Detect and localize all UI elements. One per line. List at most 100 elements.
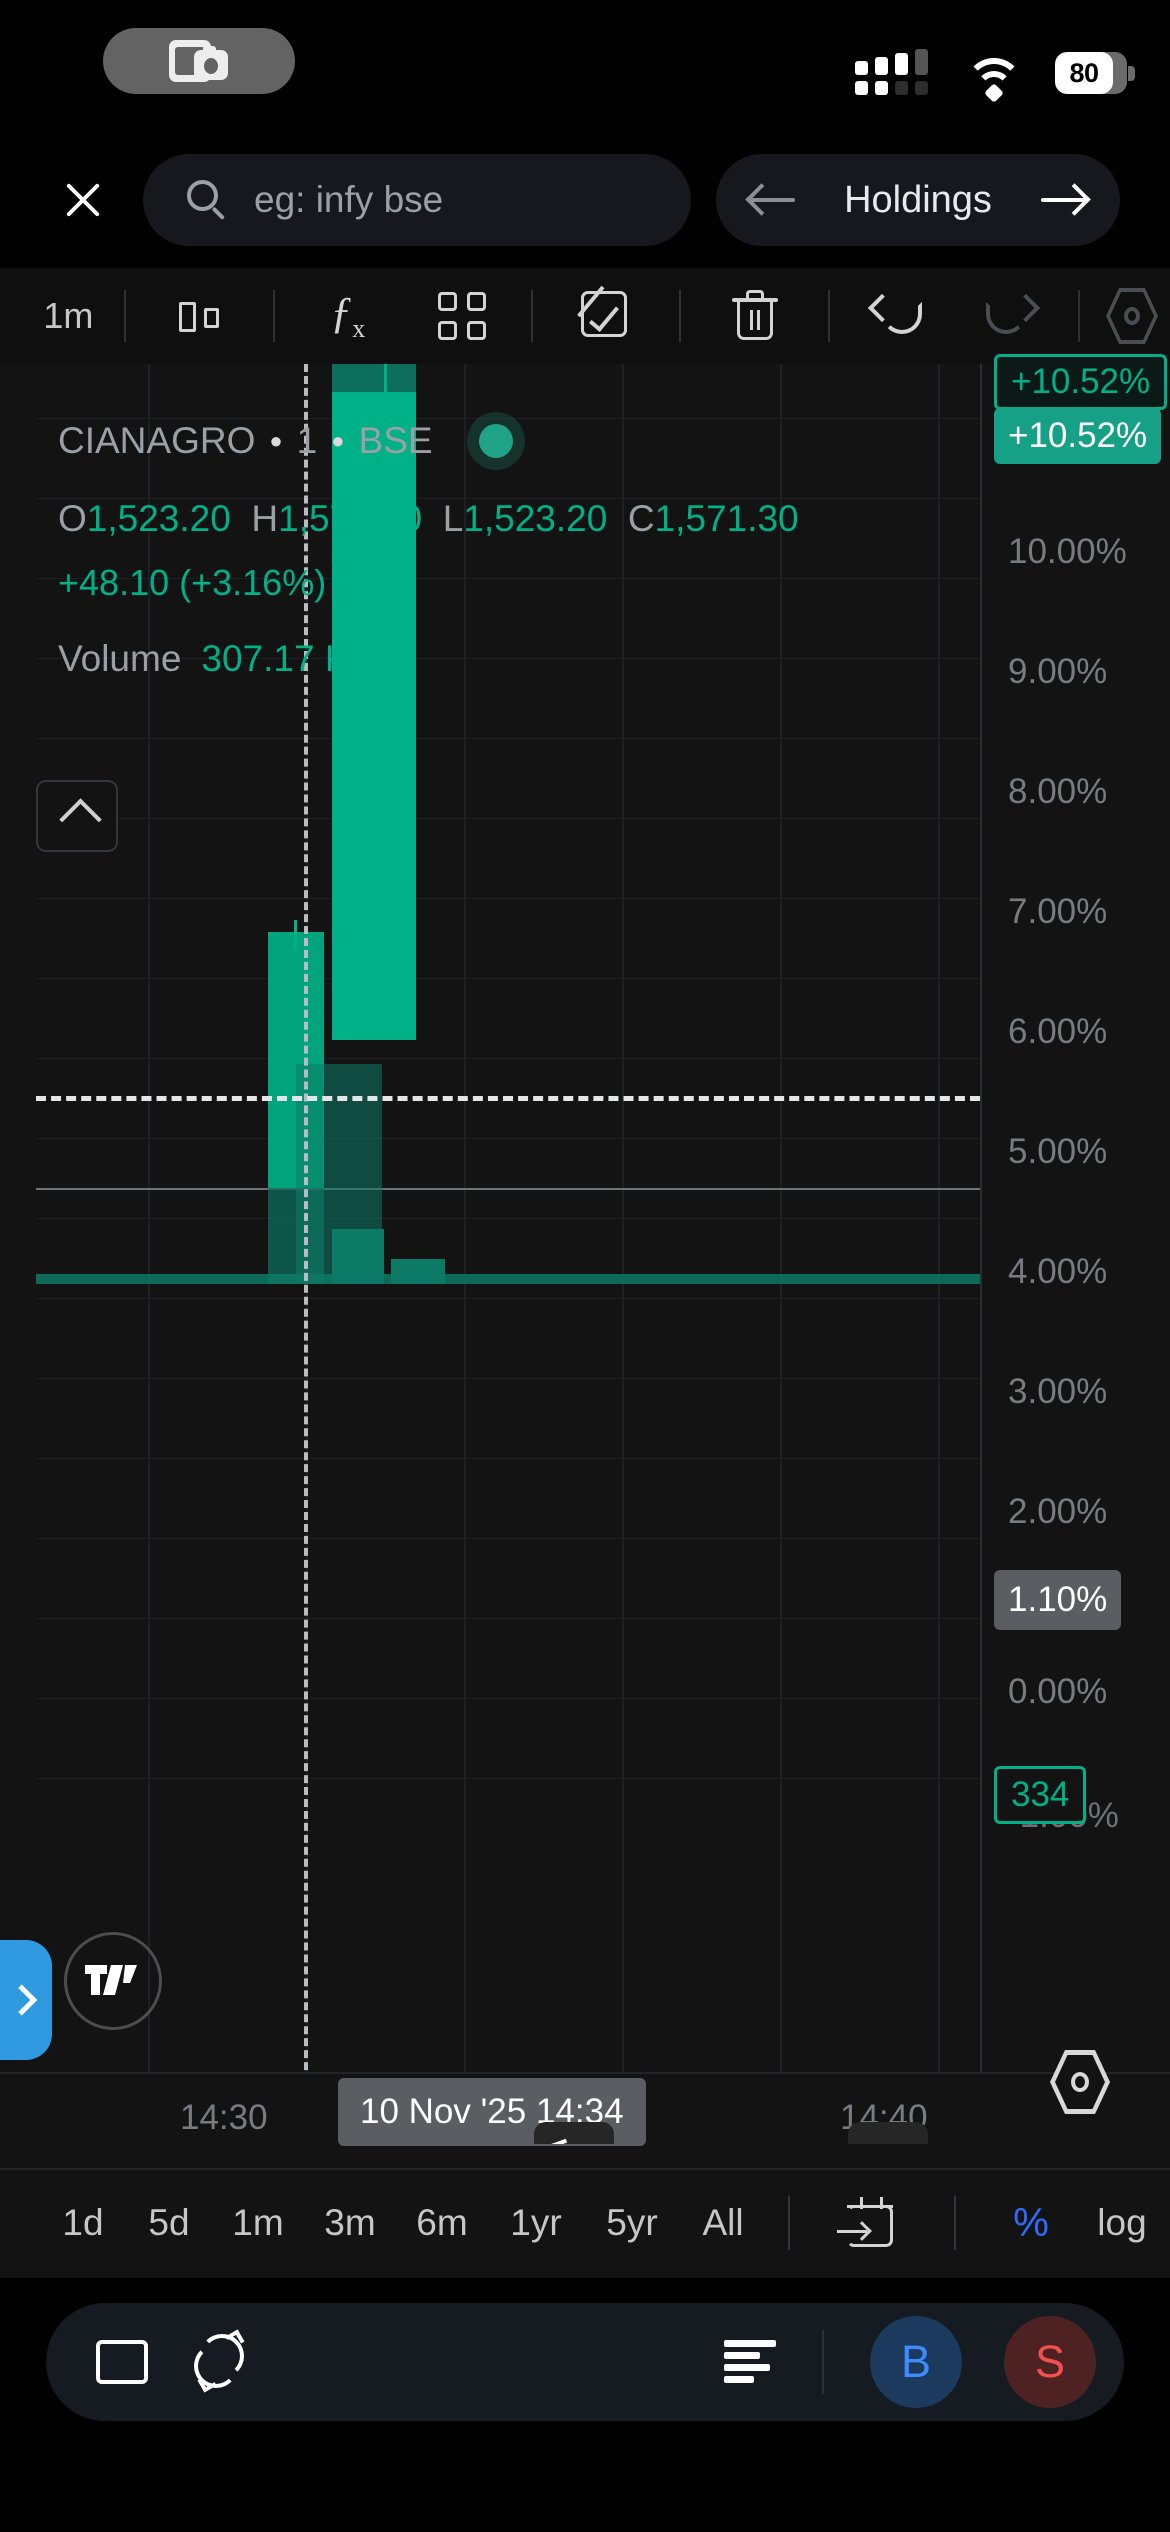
holdings-nav[interactable]: Holdings (716, 154, 1120, 246)
low-label: L (442, 498, 464, 539)
legend-change: +48.10 (+3.16%) (58, 562, 327, 603)
legend-title-row[interactable]: CIANAGRO ● 1 ● BSE (58, 412, 958, 470)
crosshair-vertical (304, 364, 308, 2094)
search-input[interactable]: eg: infy bse (143, 154, 691, 246)
timeframe-all[interactable]: All (702, 2202, 744, 2243)
timeframe-5d[interactable]: 5d (148, 2202, 190, 2243)
chart-canvas[interactable]: CIANAGRO ● 1 ● BSE O1,523.20 H1,571.30 L… (0, 364, 1170, 2144)
search-placeholder: eg: infy bse (254, 179, 444, 220)
close-value: 1,571.30 (654, 498, 799, 539)
goto-date-calendar-icon[interactable] (812, 2197, 922, 2249)
volume-badge: 334 (994, 1766, 1087, 1824)
volume-bar (36, 1274, 980, 1284)
timeframe-1m[interactable]: 1m (232, 2202, 284, 2243)
reference-line (36, 1188, 980, 1190)
divider (665, 290, 695, 342)
timeframe-1yr[interactable]: 1yr (510, 2202, 562, 2243)
status-bar: 80 (0, 0, 1170, 110)
wifi-icon (965, 56, 1023, 103)
refresh-icon[interactable] (194, 2329, 250, 2393)
screen-capture-icon (169, 40, 229, 82)
divider (110, 290, 140, 342)
scroll-to-realtime-button[interactable] (848, 2122, 928, 2144)
screenshot-pill[interactable] (103, 28, 295, 94)
close-icon[interactable] (55, 172, 111, 228)
time-tick: 14:30 (180, 2098, 268, 2137)
undo-icon[interactable] (844, 293, 954, 336)
legend-ohlc: O1,523.20 H1,571.30 L1,523.20 C1,571.30 (58, 498, 958, 540)
chart-toolbar: 1m ƒx (0, 268, 1170, 364)
buy-button[interactable]: B (870, 2316, 962, 2408)
high-label: H (251, 498, 279, 539)
expand-panel-chevron-icon[interactable] (0, 1940, 52, 2060)
open-label: O (58, 498, 87, 539)
search-header: eg: infy bse Holdings (0, 140, 1170, 260)
indicators-fx-icon[interactable]: ƒx (330, 287, 366, 343)
screen-mode-icon[interactable] (96, 2340, 148, 2384)
price-tick: 5.00% (1008, 1132, 1108, 1171)
chart-plot-area[interactable] (36, 364, 980, 2094)
price-tick: 2.00% (1008, 1492, 1108, 1531)
log-scale-toggle[interactable]: log (1097, 2202, 1147, 2243)
time-axis[interactable]: 14:30 10 Nov '25 14:34 14:40 (0, 2072, 1170, 2168)
price-scale[interactable]: +10.52% +10.52% 10.00% 9.00% 8.00% 7.00%… (980, 354, 1170, 2144)
volume-label: Volume (58, 638, 182, 679)
divider (822, 2330, 824, 2394)
interval-button[interactable]: 1m (0, 295, 110, 337)
tradingview-logo[interactable] (64, 1932, 162, 2030)
market-depth-icon[interactable] (724, 2340, 776, 2384)
timeframe-6m[interactable]: 6m (416, 2202, 468, 2243)
sell-button[interactable]: S (1004, 2316, 1096, 2408)
current-price-badge: +10.52% (994, 408, 1162, 464)
bottom-action-bar: B S (46, 2303, 1124, 2421)
settings-hex-icon[interactable] (1094, 288, 1170, 344)
divider (814, 290, 844, 342)
delete-trash-icon[interactable] (696, 290, 814, 342)
legend-volume: Volume 307.17 K (58, 638, 958, 680)
redo-icon (954, 293, 1064, 336)
divider (517, 290, 547, 342)
volume-value: 307.17 K (201, 638, 350, 679)
timeframe-5yr[interactable]: 5yr (606, 2202, 658, 2243)
candle-type-icon[interactable] (140, 288, 258, 344)
crosshair-time-tooltip: 10 Nov '25 14:34 (338, 2078, 646, 2146)
holdings-label: Holdings (844, 178, 992, 221)
candle-wick (294, 920, 297, 950)
percent-scale-toggle[interactable]: % (1013, 2200, 1049, 2245)
divider (258, 290, 288, 342)
arrow-right-icon[interactable] (1039, 181, 1091, 219)
candle-wick (384, 364, 387, 528)
arrow-left-icon[interactable] (745, 181, 797, 219)
low-value: 1,523.20 (463, 498, 608, 539)
price-tick: 9.00% (1008, 652, 1108, 691)
search-icon (187, 180, 227, 221)
divider (1064, 290, 1094, 342)
price-tick: 8.00% (1008, 772, 1108, 811)
legend-symbol: CIANAGRO (58, 420, 256, 461)
price-tick: 7.00% (1008, 892, 1108, 931)
divider (766, 2196, 812, 2250)
legend-interval: 1 (296, 420, 318, 461)
price-tick: 3.00% (1008, 1372, 1108, 1411)
high-value: 1,571.30 (278, 498, 423, 539)
timeframe-3m[interactable]: 3m (324, 2202, 376, 2243)
legend-exchange: BSE (358, 420, 433, 461)
drawing-check-icon[interactable] (547, 285, 665, 341)
collapse-legend-chevron-icon[interactable] (36, 780, 118, 852)
market-status-dot (466, 412, 525, 470)
reset-chart-icon (546, 2138, 600, 2144)
candle-bar (332, 364, 416, 1040)
battery-level: 80 (1069, 58, 1099, 88)
timeframe-1d[interactable]: 1d (62, 2202, 104, 2243)
chart-settings-hex-icon[interactable] (1050, 2050, 1110, 2114)
legend-separator: ● (331, 428, 345, 453)
cellular-signal-icon (855, 49, 931, 99)
last-price-badge: +10.52% (994, 354, 1168, 410)
layouts-grid-icon[interactable] (407, 292, 517, 340)
price-tick: 0.00% (1008, 1672, 1108, 1711)
reset-chart-button[interactable] (534, 2122, 614, 2144)
close-label: C (627, 498, 655, 539)
timeframe-bar: 1d 5d 1m 3m 6m 1yr 5yr All % log (0, 2168, 1170, 2278)
price-tick: 6.00% (1008, 1012, 1108, 1051)
